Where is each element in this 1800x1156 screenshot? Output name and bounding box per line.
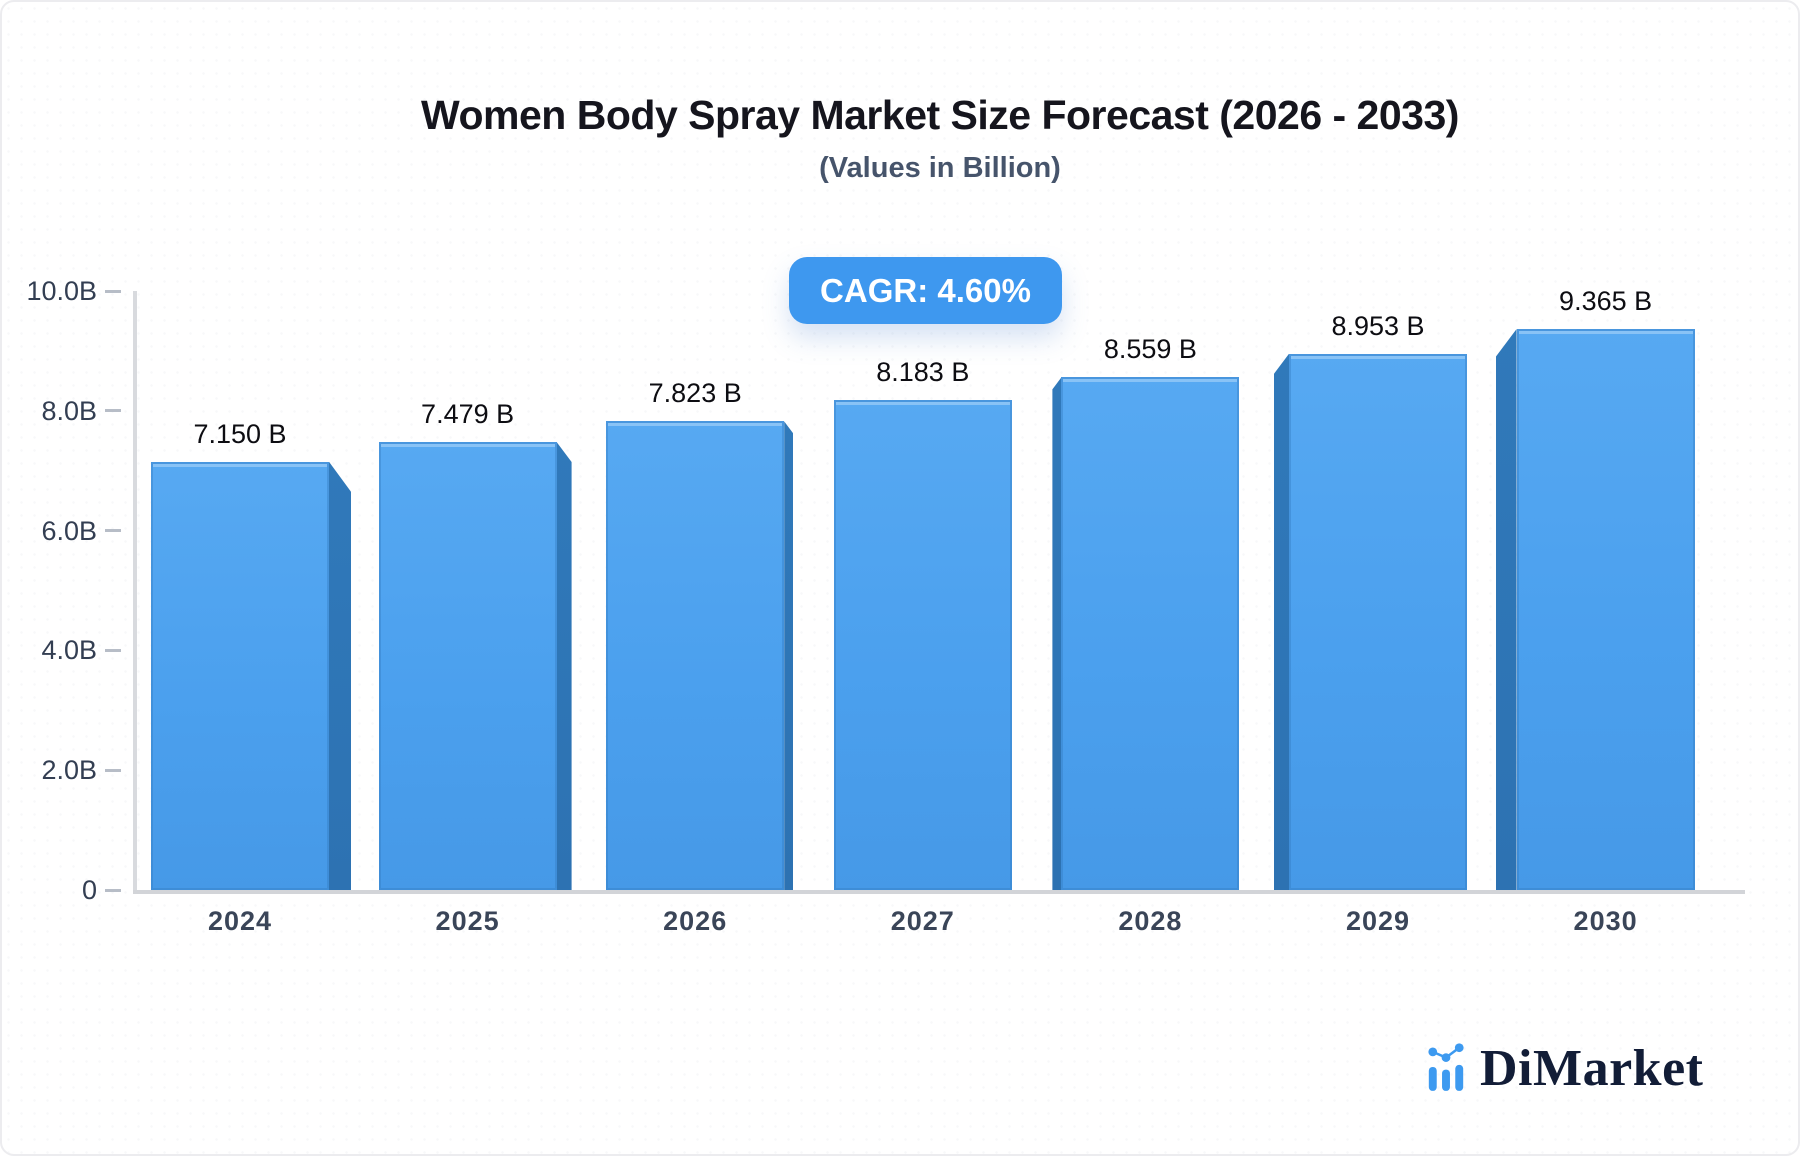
y-tick-mark — [105, 768, 121, 772]
bar-3d-side — [1052, 377, 1062, 890]
y-axis-line — [133, 291, 137, 890]
bar-value-label: 7.479 B — [421, 399, 515, 430]
y-tick-label: 6.0B — [41, 515, 97, 546]
x-axis-line — [133, 890, 1745, 894]
x-axis-label-2030: 2030 — [1573, 906, 1638, 936]
y-tick-label: 4.0B — [41, 635, 97, 666]
x-axis-label-2025: 2025 — [435, 906, 500, 936]
brand-name: DiMarket — [1480, 1039, 1704, 1097]
x-axis-label-2027: 2027 — [890, 906, 955, 936]
bar-value-label: 7.150 B — [193, 418, 287, 449]
x-axis-label-2029: 2029 — [1345, 906, 1411, 936]
bar-3d-side — [556, 442, 572, 890]
brand-icon — [1428, 1043, 1464, 1091]
bar-3d-side — [1274, 353, 1289, 890]
bar-3d-side — [1495, 329, 1517, 890]
bar-value-label: 7.823 B — [648, 378, 742, 409]
x-axis-label-2026: 2026 — [663, 906, 728, 936]
y-tick-mark — [105, 289, 121, 293]
bar-value-label: 9.365 B — [1559, 286, 1653, 317]
bar-value-label: 8.953 B — [1331, 310, 1425, 341]
chart-title: Women Body Spray Market Size Forecast (2… — [421, 92, 1459, 138]
bar-3d-side — [784, 421, 794, 890]
y-tick-label: 0 — [81, 875, 97, 905]
chart-subtitle: (Values in Billion) — [819, 152, 1061, 184]
y-tick-mark — [105, 888, 121, 892]
bar-value-label: 8.183 B — [876, 356, 970, 387]
bar-2027[interactable] — [833, 399, 1012, 890]
bar-2026[interactable] — [606, 421, 785, 890]
y-tick-label: 10.0B — [26, 276, 97, 306]
bar-2025[interactable] — [378, 442, 557, 890]
bar-3d-side — [329, 461, 351, 890]
x-axis-label-2024: 2024 — [207, 906, 273, 936]
y-tick-label: 2.0B — [41, 755, 97, 786]
brand-logo: DiMarket — [1427, 1038, 1703, 1098]
bar-value-label: 8.559 B — [1103, 334, 1197, 365]
bar-2028[interactable] — [1061, 377, 1240, 890]
bar-2030[interactable] — [1516, 329, 1695, 890]
x-axis-label-2028: 2028 — [1118, 906, 1183, 936]
y-tick-mark — [105, 409, 121, 413]
bar-2029[interactable] — [1289, 353, 1467, 890]
cagr-badge: CAGR: 4.60% — [789, 257, 1062, 324]
y-tick-mark — [105, 529, 121, 533]
plot-area: 10.0B 8.0B 6.0B 4.0B 2.0B 0 7.150 B 7.479 B 7.82… — [26, 276, 1745, 905]
y-tick-label: 8.0B — [41, 395, 97, 426]
y-tick-mark — [105, 648, 121, 652]
bar-2024[interactable] — [151, 461, 329, 890]
